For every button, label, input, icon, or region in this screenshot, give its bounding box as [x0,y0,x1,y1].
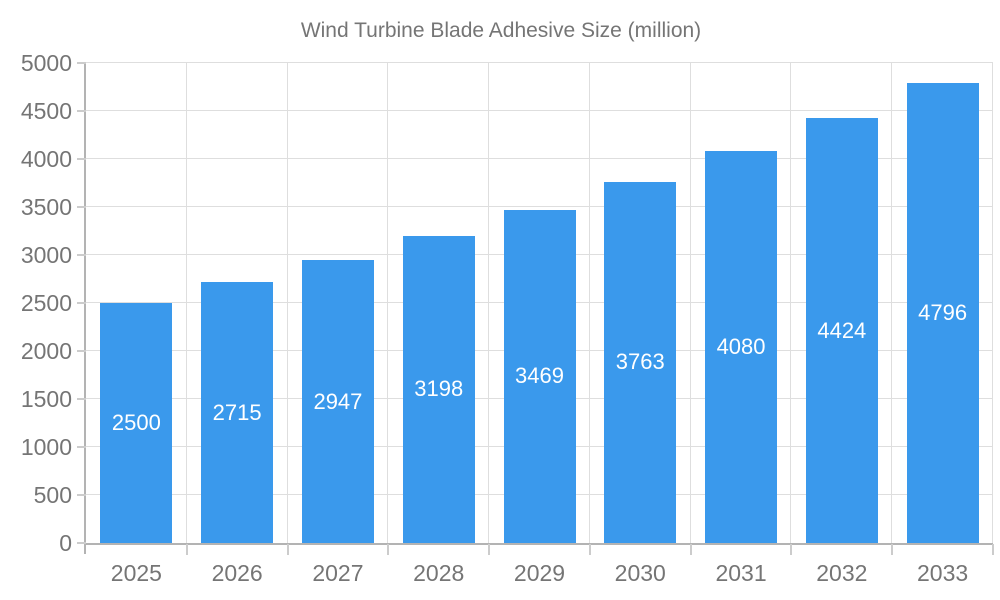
bar-value-label: 2715 [212,399,262,425]
gridline-v [387,63,389,543]
y-tick [77,446,86,448]
bar-2026: 2715 [201,282,274,543]
bar-2025: 2500 [100,303,173,543]
y-tick [77,350,86,352]
x-tick [689,544,692,555]
x-tick [891,544,894,555]
y-tick [77,542,86,544]
y-tick-label: 2500 [20,290,72,316]
gridline-v [286,63,288,543]
y-tick [77,302,86,304]
bar-value-label: 2500 [111,410,161,435]
bar-2028: 3198 [402,235,475,543]
gridline-v [891,63,893,543]
y-tick [77,158,86,160]
y-tick [77,62,86,64]
x-tick-label: 2031 [715,560,767,586]
x-tick-label: 2032 [816,560,868,586]
gridline-h [86,110,993,111]
bar-value-label: 4080 [716,334,766,360]
y-tick [77,494,86,496]
x-tick [387,544,390,555]
legend-label: Wind Turbine Blade Adhesive Size (millio… [300,19,702,42]
y-tick-label: 0 [59,530,72,556]
bar-2032: 4424 [805,118,878,543]
legend-swatch [219,19,288,43]
y-tick [77,110,86,112]
y-tick [77,206,86,208]
bar-value-label: 3763 [615,349,665,375]
x-tick-label: 2030 [614,560,666,586]
gridline-h [86,206,993,207]
bar-value-label: 3198 [414,376,464,402]
y-tick-label: 3000 [20,242,72,268]
x-tick [185,544,188,555]
gridline-h [86,62,993,63]
bar-2029: 3469 [503,209,576,543]
y-tick-label: 5000 [20,50,72,76]
gridline-v [689,63,691,543]
gridline-v [790,63,792,543]
bar-value-label: 4424 [817,317,867,343]
x-tick-label: 2026 [211,560,263,586]
x-axis-line [84,543,993,545]
bar-2031: 4080 [705,151,778,543]
gridline-h [86,158,993,159]
gridline-v [488,63,490,543]
y-tick [77,398,86,400]
bar-value-label: 3469 [515,363,564,389]
y-axis-line [84,63,86,554]
x-tick [588,544,591,555]
bar-2030: 3763 [604,181,677,543]
y-tick-label: 3500 [20,194,72,220]
x-tick-label: 2027 [312,560,364,586]
y-tick [77,254,86,256]
x-tick-label: 2033 [917,560,969,586]
x-tick [790,544,793,555]
x-tick-label: 2029 [513,560,566,586]
plot-area: 0 500 1000 1500 2000 2500 3000 3500 4000 4500 5000… [21,50,994,586]
bar-value-label: 4796 [918,299,968,325]
bar-2027: 2947 [301,260,374,543]
legend-item[interactable]: Wind Turbine Blade Adhesive Size (millio… [0,18,920,44]
x-tick-label: 2025 [110,560,162,586]
y-tick-label: 4500 [20,98,72,124]
y-tick-label: 1000 [20,434,72,460]
x-tick [488,544,491,555]
bar-value-label: 2947 [313,388,363,414]
x-tick [992,544,994,555]
x-tick [286,544,289,555]
gridline-v [992,63,993,543]
bar-2033: 4796 [906,82,979,543]
y-tick-label: 4000 [20,146,72,172]
y-tick-label: 500 [33,482,72,508]
x-tick-label: 2028 [413,560,465,586]
y-tick-label: 2000 [20,338,72,364]
gridline-v [185,63,187,543]
y-tick-label: 1500 [20,386,72,412]
gridline-v [588,63,590,543]
